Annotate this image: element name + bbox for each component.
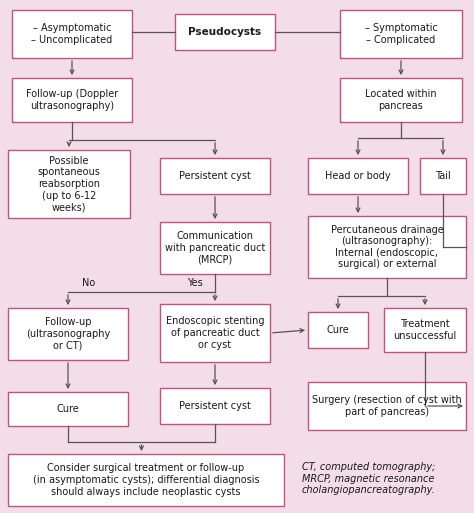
Text: Tail: Tail (435, 171, 451, 181)
Text: Head or body: Head or body (325, 171, 391, 181)
FancyBboxPatch shape (12, 10, 132, 58)
Text: Surgery (resection of cyst with
part of pancreas): Surgery (resection of cyst with part of … (312, 395, 462, 417)
FancyBboxPatch shape (175, 14, 275, 50)
FancyBboxPatch shape (8, 454, 284, 506)
FancyBboxPatch shape (8, 150, 130, 218)
Text: No: No (82, 278, 95, 288)
Text: Yes: Yes (187, 278, 203, 288)
FancyBboxPatch shape (8, 308, 128, 360)
FancyBboxPatch shape (8, 392, 128, 426)
Text: Persistent cyst: Persistent cyst (179, 171, 251, 181)
Text: Cure: Cure (327, 325, 349, 335)
FancyBboxPatch shape (308, 158, 408, 194)
Text: Persistent cyst: Persistent cyst (179, 401, 251, 411)
FancyBboxPatch shape (160, 304, 270, 362)
FancyBboxPatch shape (340, 10, 462, 58)
FancyBboxPatch shape (340, 78, 462, 122)
Text: Communication
with pancreatic duct
(MRCP): Communication with pancreatic duct (MRCP… (165, 231, 265, 265)
Text: Consider surgical treatment or follow-up
(in asymptomatic cysts); differential d: Consider surgical treatment or follow-up… (33, 463, 259, 497)
Text: Endoscopic stenting
of pancreatic duct
or cyst: Endoscopic stenting of pancreatic duct o… (166, 317, 264, 349)
Text: Pseudocysts: Pseudocysts (189, 27, 262, 37)
FancyBboxPatch shape (160, 158, 270, 194)
Text: Treatment
unsuccessful: Treatment unsuccessful (393, 319, 456, 341)
FancyBboxPatch shape (160, 388, 270, 424)
Text: – Symptomatic
– Complicated: – Symptomatic – Complicated (365, 23, 438, 45)
FancyBboxPatch shape (308, 382, 466, 430)
FancyBboxPatch shape (308, 312, 368, 348)
FancyBboxPatch shape (384, 308, 466, 352)
FancyBboxPatch shape (12, 78, 132, 122)
Text: – Asymptomatic
– Uncomplicated: – Asymptomatic – Uncomplicated (31, 23, 113, 45)
FancyBboxPatch shape (420, 158, 466, 194)
Text: CT, computed tomography;
MRCP, magnetic resonance
cholangiopancreatography.: CT, computed tomography; MRCP, magnetic … (302, 462, 436, 495)
Text: Percutaneous drainage
(ultrasonography):
Internal (endoscopic,
surgical) or exte: Percutaneous drainage (ultrasonography):… (331, 225, 443, 269)
Text: Follow-up (Doppler
ultrasonography): Follow-up (Doppler ultrasonography) (26, 89, 118, 111)
Text: Located within
pancreas: Located within pancreas (365, 89, 437, 111)
Text: Cure: Cure (56, 404, 79, 414)
FancyBboxPatch shape (308, 216, 466, 278)
FancyBboxPatch shape (160, 222, 270, 274)
Text: Possible
spontaneous
reabsorption
(up to 6-12
weeks): Possible spontaneous reabsorption (up to… (37, 156, 100, 212)
Text: Follow-up
(ultrasonography
or CT): Follow-up (ultrasonography or CT) (26, 318, 110, 350)
